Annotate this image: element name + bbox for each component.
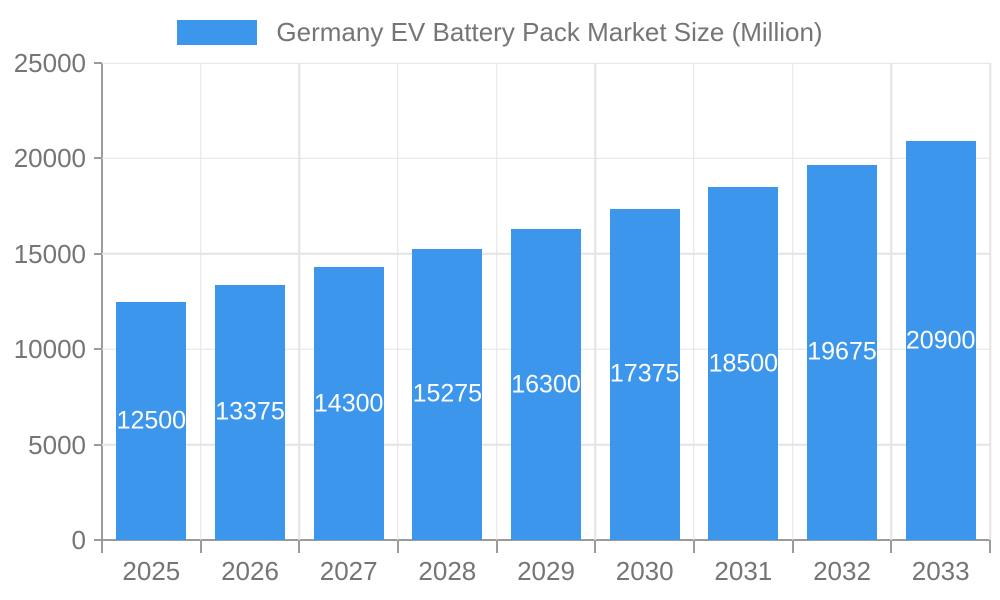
y-axis-tick bbox=[94, 157, 102, 160]
gridline-vertical bbox=[594, 63, 597, 540]
gridline-horizontal bbox=[102, 62, 990, 64]
gridline-vertical bbox=[791, 63, 794, 540]
x-tick-label: 2033 bbox=[911, 556, 970, 586]
bar-value-label: 14300 bbox=[313, 389, 384, 418]
x-axis-tick bbox=[989, 540, 991, 553]
legend: Germany EV Battery Pack Market Size (Mil… bbox=[0, 17, 1000, 47]
x-axis-tick bbox=[594, 540, 597, 553]
x-axis-line bbox=[94, 539, 990, 541]
gridline-vertical bbox=[693, 63, 695, 540]
x-axis-labels: 2025 2026 2027 2028 2029 2030 2031 2032 2033 bbox=[102, 553, 990, 589]
bar-value-label: 16300 bbox=[511, 370, 581, 398]
y-axis-line bbox=[101, 63, 103, 552]
bar-2030[interactable]: 17375 bbox=[609, 208, 680, 540]
x-axis-tick bbox=[890, 540, 893, 553]
bar-2029[interactable]: 16300 bbox=[511, 229, 581, 540]
x-tick-label: 2027 bbox=[319, 556, 378, 586]
x-tick-label: 2029 bbox=[517, 556, 575, 586]
gridline-vertical bbox=[989, 63, 991, 540]
legend-swatch-icon bbox=[177, 19, 258, 45]
x-tick-label: 2026 bbox=[221, 556, 279, 586]
bar-value-label: 20900 bbox=[905, 326, 976, 355]
x-axis-tick bbox=[396, 540, 399, 553]
gridline-vertical bbox=[397, 63, 399, 540]
gridline-horizontal bbox=[102, 157, 990, 160]
x-tick-label: 2030 bbox=[615, 556, 674, 586]
bar-value-label: 12500 bbox=[116, 406, 187, 435]
bar-2033[interactable]: 20900 bbox=[905, 141, 976, 540]
legend-label: Germany EV Battery Pack Market Size (Mil… bbox=[276, 17, 823, 47]
x-axis-tick bbox=[495, 540, 498, 553]
y-axis-tick bbox=[94, 62, 102, 64]
gridline-vertical bbox=[495, 63, 498, 540]
x-axis-tick bbox=[101, 540, 103, 553]
bar-value-label: 19675 bbox=[807, 337, 877, 366]
y-tick-label: 15000 bbox=[13, 238, 86, 269]
y-tick-label: 0 bbox=[71, 525, 86, 555]
gridline-vertical bbox=[298, 63, 301, 540]
x-axis-tick bbox=[199, 540, 202, 553]
bar-2032[interactable]: 19675 bbox=[807, 164, 877, 540]
gridline-vertical bbox=[890, 63, 893, 540]
gridline-vertical bbox=[199, 63, 202, 540]
x-axis-tick bbox=[692, 540, 695, 553]
legend-item[interactable]: Germany EV Battery Pack Market Size (Mil… bbox=[177, 17, 823, 47]
y-tick-label: 5000 bbox=[28, 429, 86, 460]
bar-2027[interactable]: 14300 bbox=[313, 267, 384, 540]
y-tick-label: 20000 bbox=[13, 143, 86, 174]
y-axis-tick bbox=[94, 252, 102, 255]
y-axis-tick bbox=[94, 539, 102, 541]
y-axis-labels: 0 5000 10000 15000 20000 25000 bbox=[0, 50, 86, 553]
bar-2028[interactable]: 15275 bbox=[412, 248, 483, 540]
y-axis-tick bbox=[94, 348, 102, 351]
bar-value-label: 15275 bbox=[412, 379, 483, 408]
x-tick-label: 2028 bbox=[418, 556, 477, 586]
bar-2025[interactable]: 12500 bbox=[116, 301, 187, 540]
bar-2031[interactable]: 18500 bbox=[708, 187, 779, 540]
x-axis-tick bbox=[791, 540, 794, 553]
x-tick-label: 2031 bbox=[714, 556, 773, 586]
x-tick-label: 2032 bbox=[813, 556, 871, 586]
y-tick-label: 10000 bbox=[13, 334, 86, 365]
plot-area: 12500 13375 14300 15275 16300 17375 18500 19675… bbox=[94, 62, 991, 553]
bar-value-label: 17375 bbox=[609, 359, 680, 388]
bar-value-label: 18500 bbox=[708, 349, 779, 378]
x-axis-tick bbox=[298, 540, 301, 553]
y-tick-label: 25000 bbox=[13, 48, 86, 78]
bar-value-label: 13375 bbox=[215, 397, 285, 426]
y-axis-tick bbox=[94, 443, 102, 446]
bar-2026[interactable]: 13375 bbox=[214, 284, 285, 540]
x-tick-label: 2025 bbox=[122, 556, 181, 586]
